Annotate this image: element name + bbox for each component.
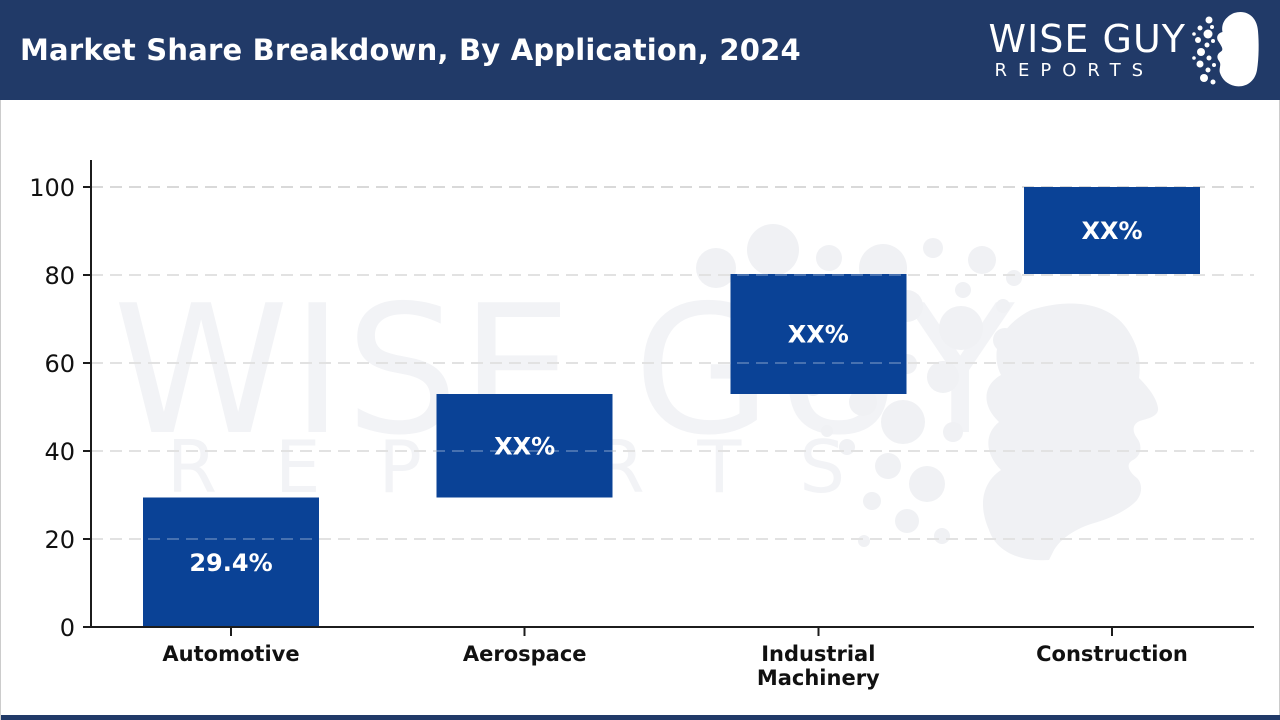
bar-automotive xyxy=(143,497,319,627)
header: Market Share Breakdown, By Application, … xyxy=(0,0,1280,100)
gridlines-overlay xyxy=(91,274,1254,540)
bar-construction xyxy=(1024,187,1200,275)
logo-wordmark: WISE GUY REPORTS xyxy=(989,20,1186,80)
y-tick-label-40: 40 xyxy=(44,438,75,466)
x-tick-label-industrial-machinery: Industrial Machinery xyxy=(757,642,880,690)
value-label-industrial-machinery: XX% xyxy=(788,321,849,349)
waterfall-chart: WISE GUY REPORTS xyxy=(29,160,1254,690)
y-tick-marks xyxy=(83,186,91,628)
y-tick-label-20: 20 xyxy=(44,526,75,554)
logo-line2: REPORTS xyxy=(994,60,1155,81)
wiseguy-head-icon xyxy=(1192,11,1259,87)
y-tick-label-60: 60 xyxy=(44,350,75,378)
y-tick-label-0: 0 xyxy=(60,614,75,642)
x-tick-label-construction: Construction xyxy=(1036,642,1188,666)
x-tick-marks xyxy=(230,627,1113,636)
y-tick-label-80: 80 xyxy=(44,262,75,290)
x-tick-label-automotive: Automotive xyxy=(162,642,299,666)
bars xyxy=(143,187,1200,627)
bar-industrial-machinery xyxy=(730,274,907,395)
brand-logo: WISE GUY REPORTS xyxy=(989,7,1266,93)
footer-bar xyxy=(1,715,1280,720)
value-label-aerospace: XX% xyxy=(494,433,555,461)
value-label-automotive: 29.4% xyxy=(189,549,272,577)
logo-line1: WISE GUY xyxy=(988,17,1186,61)
bar-aerospace xyxy=(436,394,613,498)
x-tick-label-aerospace: Aerospace xyxy=(463,642,587,666)
page-title: Market Share Breakdown, By Application, … xyxy=(20,33,801,67)
chart-panel: WISE GUY REPORTS xyxy=(0,100,1280,720)
value-label-construction: XX% xyxy=(1081,217,1142,245)
y-tick-label-100: 100 xyxy=(29,174,75,202)
